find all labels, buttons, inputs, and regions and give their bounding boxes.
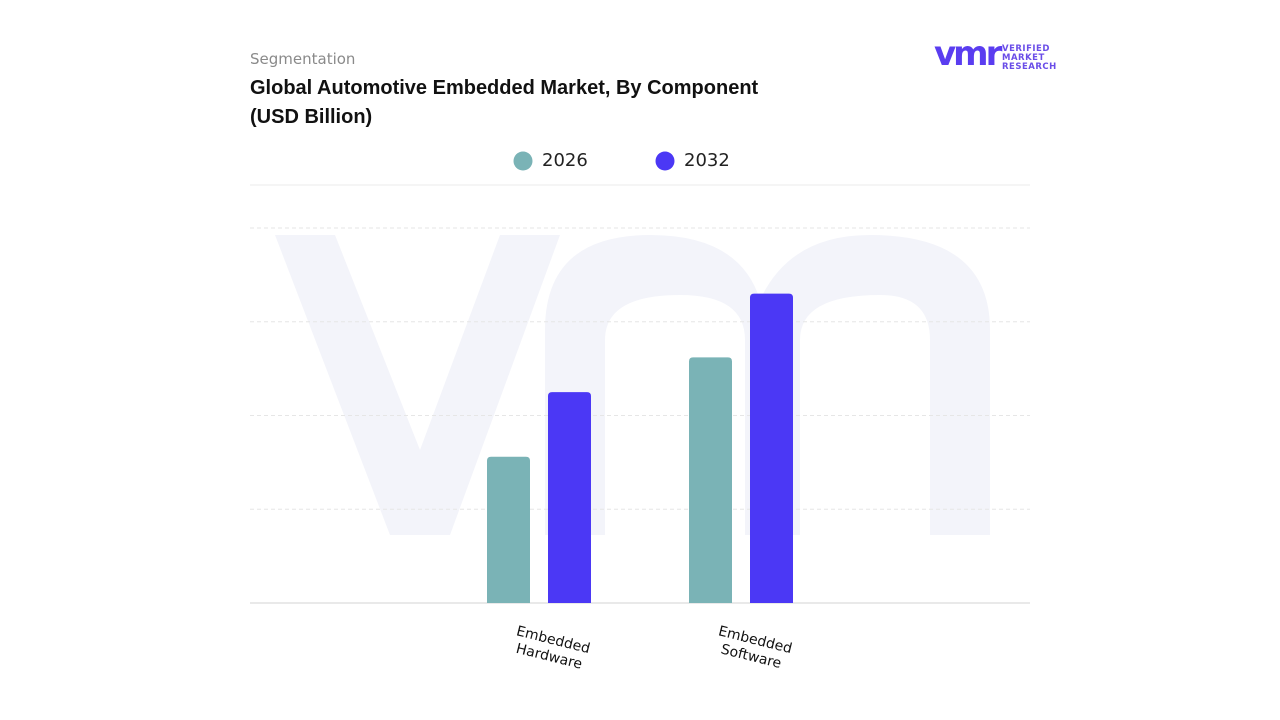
logo-text: VERIFIED MARKET RESEARCH [1002, 45, 1057, 72]
logo-line: MARKET [1002, 53, 1045, 63]
legend-marker [655, 151, 675, 171]
bar [487, 456, 530, 603]
logo-mark: vmr [934, 34, 1002, 74]
subtitle: Segmentation [250, 50, 356, 68]
logo-line: VERIFIED [1002, 44, 1050, 54]
chart-title: Global Automotive Embedded Market, By Co… [250, 77, 759, 128]
legend-label: 2032 [684, 150, 730, 171]
bar [548, 392, 591, 603]
bar [689, 357, 732, 603]
watermark [275, 235, 990, 535]
legend-label: 2026 [542, 150, 588, 171]
legend-marker [513, 151, 533, 171]
logo-line: RESEARCH [1002, 62, 1057, 72]
bar [750, 293, 793, 603]
